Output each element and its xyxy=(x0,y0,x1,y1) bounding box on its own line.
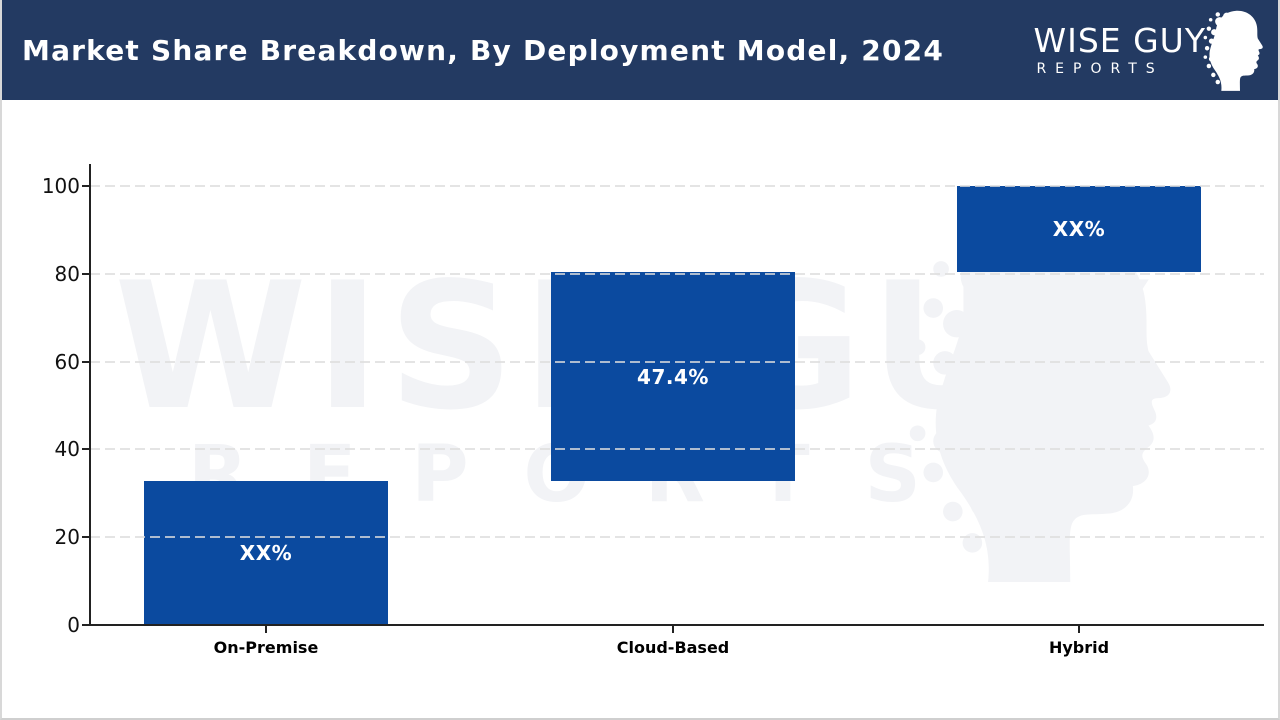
x-tick-mark-on-premise xyxy=(265,626,267,633)
logo-subtitle: REPORTS xyxy=(1036,61,1164,77)
bar-hybrid: XX% xyxy=(957,186,1201,273)
logo-text: WISE GUY REPORTS xyxy=(1033,21,1206,78)
plot-area: WISE GUY REPORTS XX%47.4%XX%020406080100… xyxy=(2,100,1278,718)
y-tick-mark-0 xyxy=(82,624,90,626)
bar-value-label-hybrid: XX% xyxy=(1052,217,1106,242)
y-tick-mark-20 xyxy=(82,536,90,539)
gridline-60 xyxy=(90,360,1264,363)
y-axis-line xyxy=(89,164,91,626)
bar-on-premise: XX% xyxy=(144,480,388,625)
bar-value-label-on-premise: XX% xyxy=(239,540,293,565)
x-tick-mark-cloud-based xyxy=(672,626,674,633)
bar-cloud-based: 47.4% xyxy=(551,272,795,481)
wise-guy-logo: WISE GUY REPORTS xyxy=(1033,9,1264,91)
chart-title: Market Share Breakdown, By Deployment Mo… xyxy=(22,33,945,67)
x-tick-mark-hybrid xyxy=(1078,626,1080,633)
bar-value-label-cloud-based: 47.4% xyxy=(637,364,709,389)
wise-guy-head-icon xyxy=(1203,10,1263,91)
gridline-20 xyxy=(90,536,1264,539)
y-tick-mark-60 xyxy=(82,360,90,363)
x-axis-label-cloud-based: Cloud-Based xyxy=(616,638,730,657)
y-tick-mark-40 xyxy=(82,448,90,451)
y-tick-label-40: 40 xyxy=(54,437,80,462)
x-axis-label-hybrid: Hybrid xyxy=(1048,638,1110,657)
y-tick-label-100: 100 xyxy=(41,174,80,198)
y-tick-label-0: 0 xyxy=(67,613,80,637)
gridline-40 xyxy=(90,448,1264,451)
watermark-head-icon xyxy=(909,229,1171,582)
y-tick-label-80: 80 xyxy=(54,261,80,286)
gridline-100 xyxy=(90,185,1264,187)
x-axis-label-on-premise: On-Premise xyxy=(213,638,319,657)
x-axis-line xyxy=(89,624,1264,626)
y-tick-mark-100 xyxy=(82,185,90,187)
logo-wordmark: WISE GUY xyxy=(1033,21,1206,60)
y-tick-label-20: 20 xyxy=(54,525,80,550)
y-tick-label-60: 60 xyxy=(54,349,80,374)
y-tick-mark-80 xyxy=(82,272,90,275)
header-bar: Market Share Breakdown, By Deployment Mo… xyxy=(2,0,1278,100)
gridline-80 xyxy=(90,272,1264,275)
